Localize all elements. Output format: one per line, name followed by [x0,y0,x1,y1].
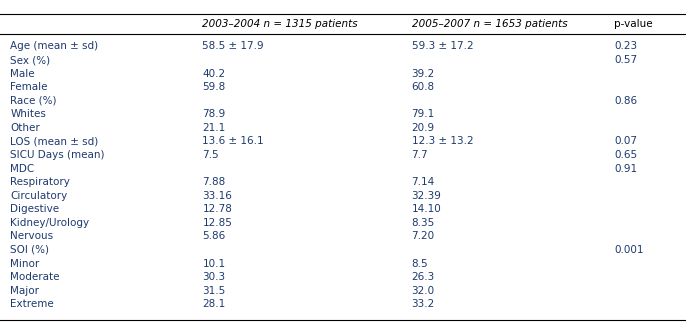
Text: Digestive: Digestive [10,204,60,214]
Text: Other: Other [10,123,40,133]
Text: Male: Male [10,69,35,78]
Text: 12.85: 12.85 [202,218,233,228]
Text: Circulatory: Circulatory [10,191,67,201]
Text: Minor: Minor [10,259,40,268]
Text: 33.16: 33.16 [202,191,233,201]
Text: 0.57: 0.57 [614,55,637,65]
Text: 28.1: 28.1 [202,299,226,309]
Text: 0.91: 0.91 [614,164,637,174]
Text: 2003–2004 n = 1315 patients: 2003–2004 n = 1315 patients [202,19,358,28]
Text: 21.1: 21.1 [202,123,226,133]
Text: 20.9: 20.9 [412,123,435,133]
Text: LOS (mean ± sd): LOS (mean ± sd) [10,136,99,146]
Text: 0.65: 0.65 [614,150,637,160]
Text: SICU Days (mean): SICU Days (mean) [10,150,105,160]
Text: 31.5: 31.5 [202,286,226,296]
Text: 8.5: 8.5 [412,259,428,268]
Text: 2005–2007 n = 1653 patients: 2005–2007 n = 1653 patients [412,19,567,28]
Text: 12.78: 12.78 [202,204,233,214]
Text: Extreme: Extreme [10,299,54,309]
Text: 59.3 ± 17.2: 59.3 ± 17.2 [412,42,473,51]
Text: 7.14: 7.14 [412,177,435,187]
Text: Race (%): Race (%) [10,96,57,106]
Text: p-value: p-value [614,19,652,28]
Text: 5.86: 5.86 [202,232,226,241]
Text: Respiratory: Respiratory [10,177,70,187]
Text: 26.3: 26.3 [412,272,435,282]
Text: MDC: MDC [10,164,34,174]
Text: Kidney/Urology: Kidney/Urology [10,218,89,228]
Text: 78.9: 78.9 [202,109,226,119]
Text: 32.0: 32.0 [412,286,435,296]
Text: 58.5 ± 17.9: 58.5 ± 17.9 [202,42,264,51]
Text: 7.5: 7.5 [202,150,219,160]
Text: 7.88: 7.88 [202,177,226,187]
Text: Major: Major [10,286,39,296]
Text: 59.8: 59.8 [202,82,226,92]
Text: Sex (%): Sex (%) [10,55,50,65]
Text: 33.2: 33.2 [412,299,435,309]
Text: 60.8: 60.8 [412,82,435,92]
Text: 7.20: 7.20 [412,232,435,241]
Text: 0.86: 0.86 [614,96,637,106]
Text: 40.2: 40.2 [202,69,226,78]
Text: Nervous: Nervous [10,232,54,241]
Text: SOI (%): SOI (%) [10,245,49,255]
Text: 0.07: 0.07 [614,136,637,146]
Text: 0.001: 0.001 [614,245,643,255]
Text: 13.6 ± 16.1: 13.6 ± 16.1 [202,136,264,146]
Text: 8.35: 8.35 [412,218,435,228]
Text: Age (mean ± sd): Age (mean ± sd) [10,42,98,51]
Text: 39.2: 39.2 [412,69,435,78]
Text: 0.23: 0.23 [614,42,637,51]
Text: Whites: Whites [10,109,46,119]
Text: 79.1: 79.1 [412,109,435,119]
Text: 30.3: 30.3 [202,272,226,282]
Text: 7.7: 7.7 [412,150,428,160]
Text: 10.1: 10.1 [202,259,226,268]
Text: 14.10: 14.10 [412,204,441,214]
Text: Female: Female [10,82,48,92]
Text: 12.3 ± 13.2: 12.3 ± 13.2 [412,136,473,146]
Text: Moderate: Moderate [10,272,60,282]
Text: 32.39: 32.39 [412,191,442,201]
